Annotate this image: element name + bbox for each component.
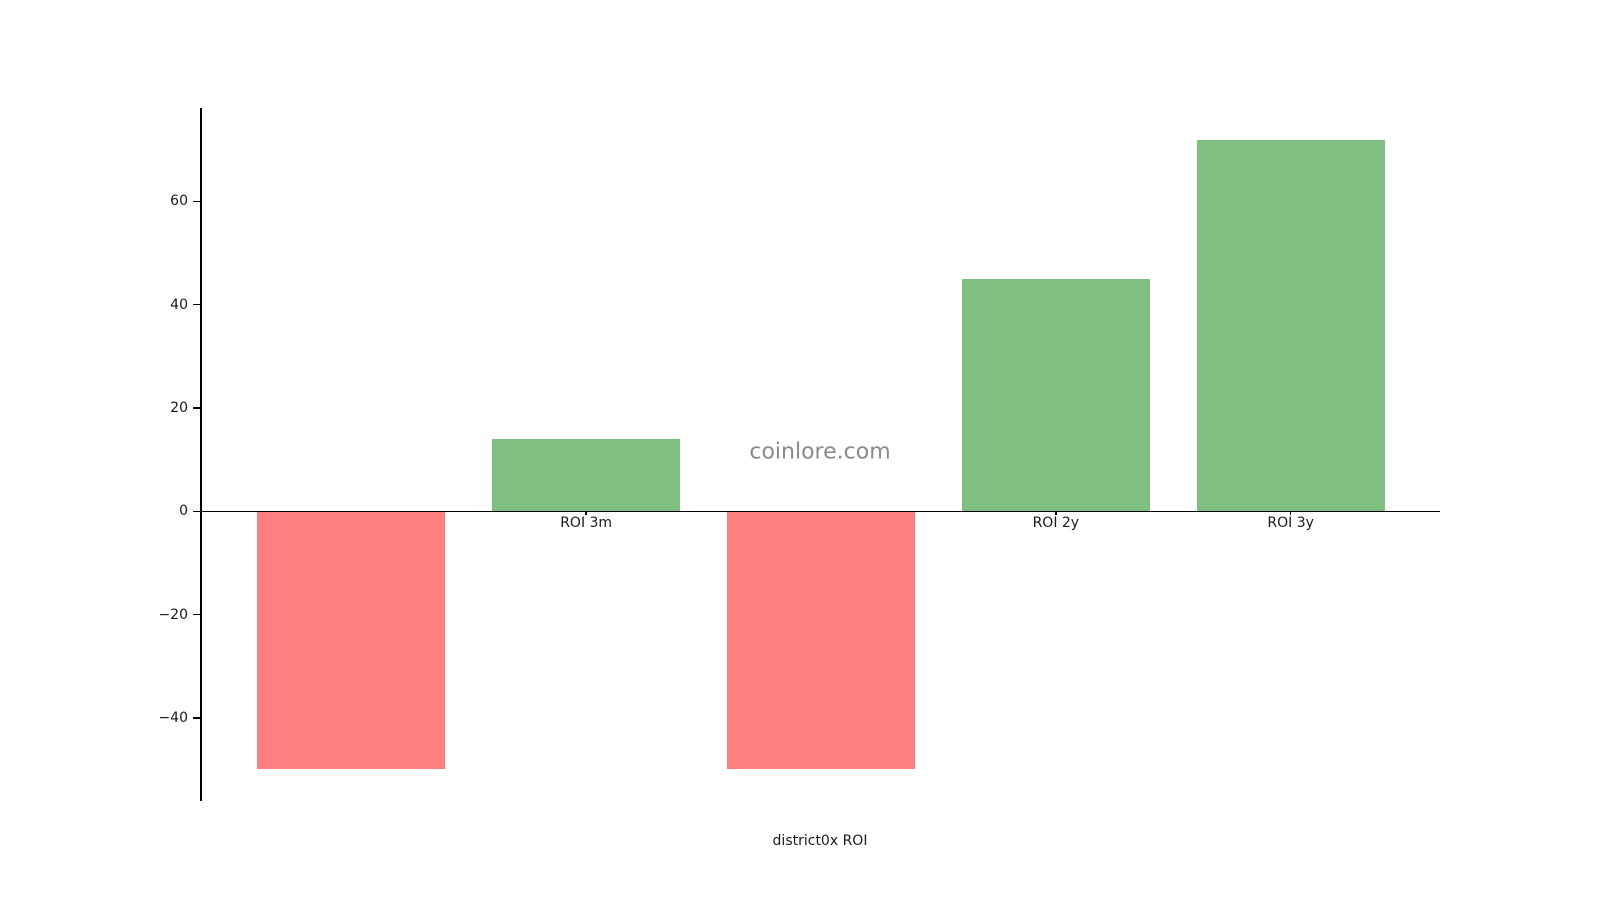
- y-tick-mark: [193, 407, 200, 409]
- bar-positive: [1196, 139, 1385, 512]
- x-tick-label: ROI 3m: [560, 515, 613, 532]
- x-axis-zero-line: [200, 510, 1440, 513]
- y-tick-label: 20: [170, 400, 188, 417]
- y-axis-spine: [200, 108, 202, 801]
- y-tick-mark: [193, 510, 200, 512]
- y-tick-label: −40: [158, 709, 188, 726]
- bar-positive: [492, 439, 681, 512]
- watermark: coinlore.com: [749, 439, 891, 465]
- y-tick-mark: [193, 613, 200, 616]
- bar-positive: [961, 278, 1150, 512]
- y-tick-label: 60: [170, 193, 188, 210]
- x-tick-mark: [1055, 511, 1057, 516]
- y-tick-mark: [193, 717, 200, 719]
- y-tick-mark: [193, 304, 200, 306]
- x-tick-label: ROI 3y: [1267, 515, 1314, 532]
- x-tick-mark: [1289, 511, 1292, 516]
- bar-negative: [727, 511, 915, 770]
- y-tick-label: −20: [158, 606, 188, 623]
- x-axis-title: district0x ROI: [772, 833, 868, 849]
- y-tick-mark: [193, 200, 200, 203]
- x-tick-label: ROI 2y: [1032, 515, 1080, 532]
- x-tick-mark: [585, 511, 587, 516]
- y-tick-label: 40: [170, 296, 188, 313]
- bar-negative: [257, 511, 446, 770]
- y-tick-label: 0: [179, 503, 188, 520]
